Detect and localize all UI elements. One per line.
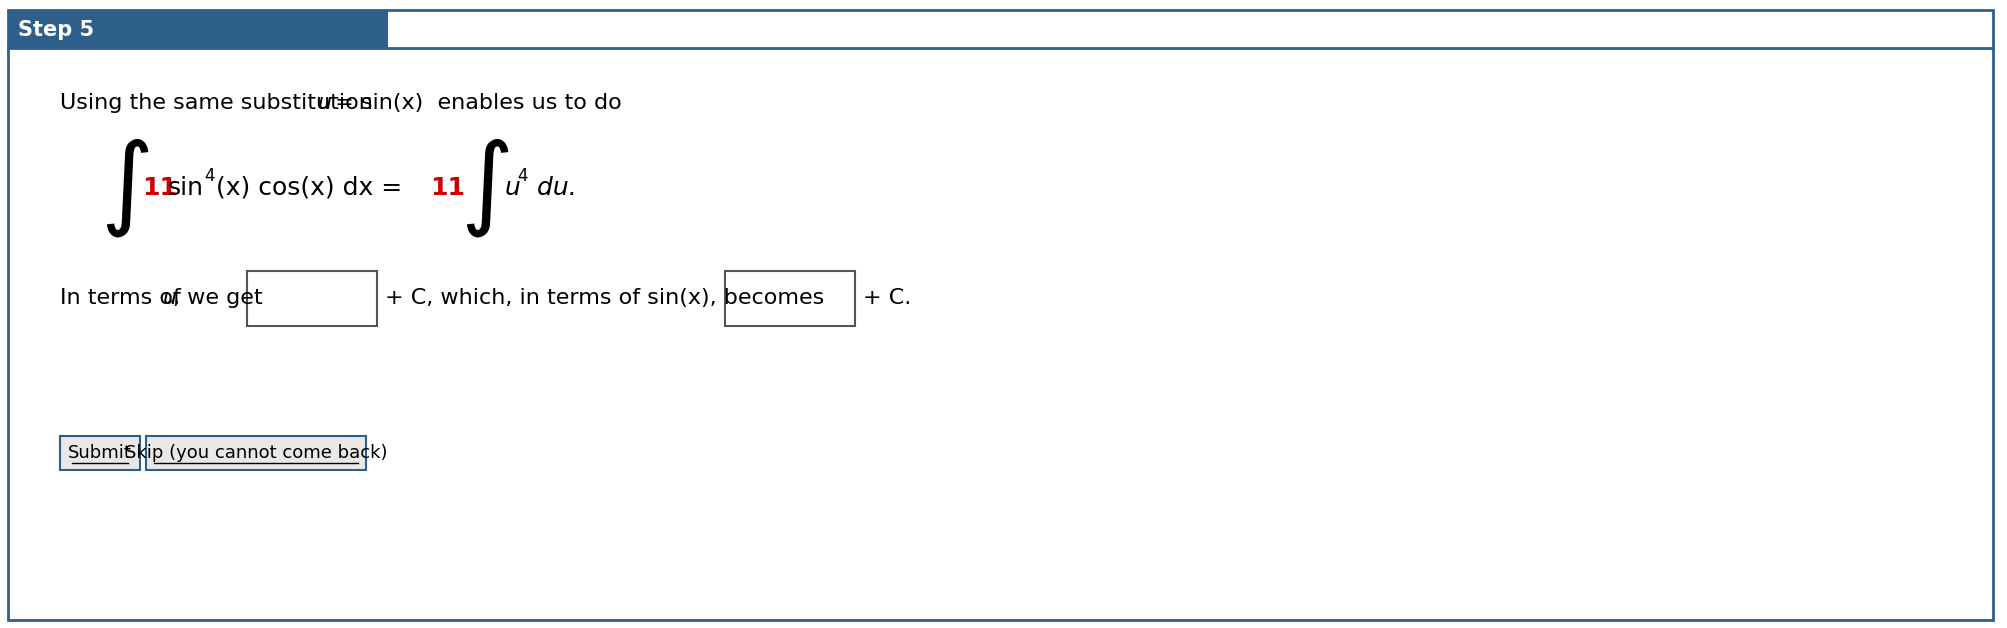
Text: du.: du. (528, 176, 576, 200)
Text: u: u (317, 93, 331, 113)
Text: 4: 4 (205, 167, 215, 185)
Text: = sin(x)  enables us to do: = sin(x) enables us to do (327, 93, 622, 113)
Bar (247, 271, 377, 326)
Bar (60, 436, 140, 470)
Text: Skip (you cannot come back): Skip (you cannot come back) (124, 444, 387, 462)
Text: 11: 11 (429, 176, 466, 200)
Text: 4: 4 (516, 167, 528, 185)
Bar (147, 436, 365, 470)
Text: Step 5: Step 5 (18, 20, 94, 40)
Text: $\int$: $\int$ (100, 136, 149, 239)
Text: sin: sin (169, 176, 205, 200)
Text: u: u (163, 288, 177, 308)
Text: (x) cos(x) dx =: (x) cos(x) dx = (217, 176, 401, 200)
Bar (8, 10, 387, 48)
Text: + C, which, in terms of sin(x), becomes: + C, which, in terms of sin(x), becomes (385, 288, 823, 308)
Text: $\int$: $\int$ (460, 136, 510, 239)
Text: 11: 11 (142, 176, 177, 200)
Text: u: u (504, 176, 520, 200)
Bar (725, 271, 855, 326)
Text: Using the same substitution: Using the same substitution (60, 93, 387, 113)
Text: , we get: , we get (173, 288, 263, 308)
Text: In terms of: In terms of (60, 288, 189, 308)
Text: Submit: Submit (68, 444, 132, 462)
Text: + C.: + C. (863, 288, 911, 308)
